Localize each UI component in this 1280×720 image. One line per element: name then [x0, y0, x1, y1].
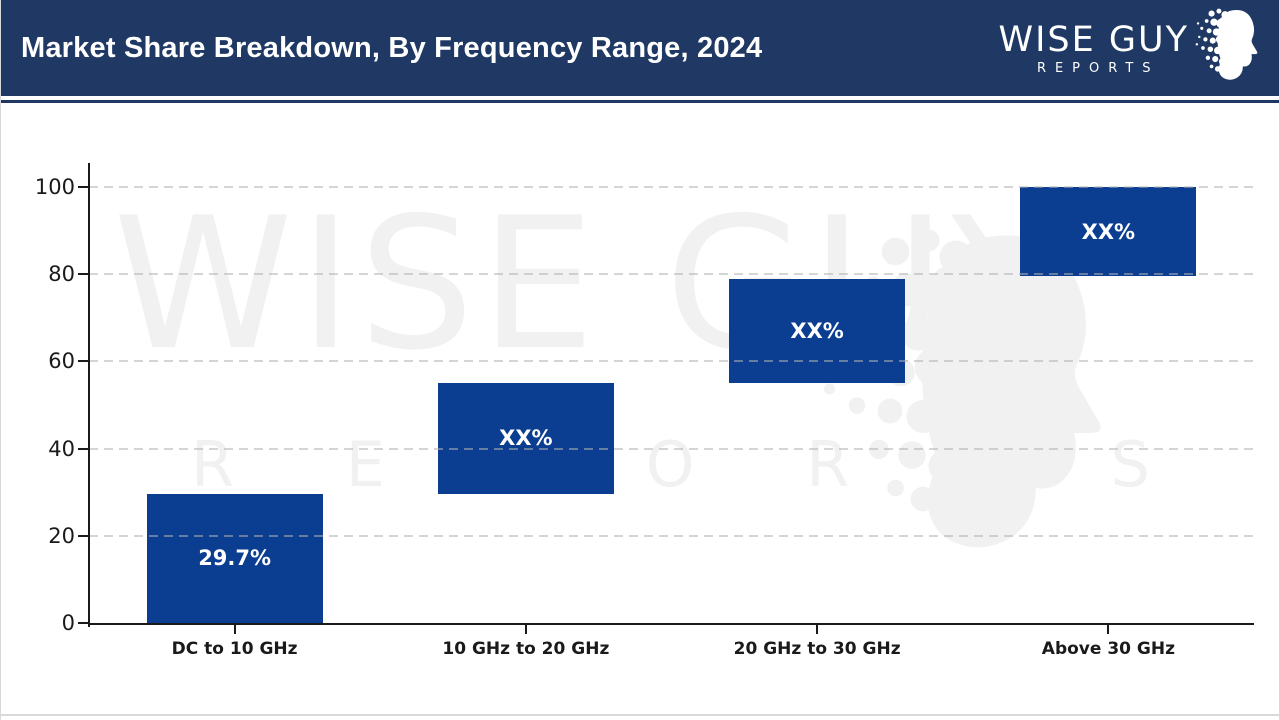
bottom-border	[1, 714, 1279, 716]
y-tick-label: 40	[48, 436, 75, 461]
axis-layer: 0 20 40 60 80 100 DC to 10 GHz 10 GHz to 20 GHz…	[1, 103, 1279, 714]
bar-value-label: XX%	[790, 318, 844, 343]
y-tick-mark	[78, 534, 88, 537]
bar-segment-1: 29.7%	[146, 493, 323, 623]
y-tick-mark	[78, 185, 88, 188]
x-tick-mark	[524, 625, 527, 634]
header-rule	[1, 100, 1279, 103]
logo-text: WISE GUY REPORTS	[998, 21, 1189, 76]
y-tick-mark	[78, 360, 88, 363]
x-tick-mark	[816, 625, 819, 634]
y-axis-line	[88, 163, 90, 627]
bar-value-label: 29.7%	[198, 546, 272, 571]
x-category-label: DC to 10 GHz	[171, 639, 298, 659]
y-tick-mark	[78, 273, 88, 276]
y-tick-mark	[78, 622, 88, 624]
logo-subtitle: REPORTS	[1036, 60, 1160, 76]
x-tick-mark	[1107, 625, 1110, 634]
x-category-label: 20 GHz to 30 GHz	[733, 639, 901, 659]
y-tick-label: 20	[48, 523, 75, 548]
x-category-label: Above 30 GHz	[1041, 639, 1175, 659]
y-tick-label: 60	[48, 349, 75, 374]
logo-wordmark: WISE GUY	[998, 19, 1189, 60]
chart-title: Market Share Breakdown, By Frequency Ran…	[21, 31, 763, 64]
y-tick-mark	[78, 447, 88, 450]
y-tick-label: 80	[48, 262, 75, 287]
bar-value-label: XX%	[499, 426, 553, 451]
x-tick-mark	[233, 625, 236, 634]
bar-segment-3: XX%	[729, 278, 906, 384]
wiseguy-logo: WISE GUY REPORTS	[998, 5, 1267, 91]
x-axis-line	[88, 623, 1254, 625]
dotted-head-icon	[1195, 8, 1258, 80]
bars-layer: 29.7% XX% XX% XX%	[1, 103, 1279, 714]
y-tick-label: 100	[34, 174, 75, 199]
x-category-label: 10 GHz to 20 GHz	[442, 639, 610, 659]
bar-segment-4: XX%	[1020, 186, 1197, 277]
y-tick-label: 0	[61, 611, 75, 635]
bar-segment-2: XX%	[437, 383, 614, 494]
bar-value-label: XX%	[1081, 219, 1136, 244]
header-bar: Market Share Breakdown, By Frequency Ran…	[1, 0, 1279, 96]
